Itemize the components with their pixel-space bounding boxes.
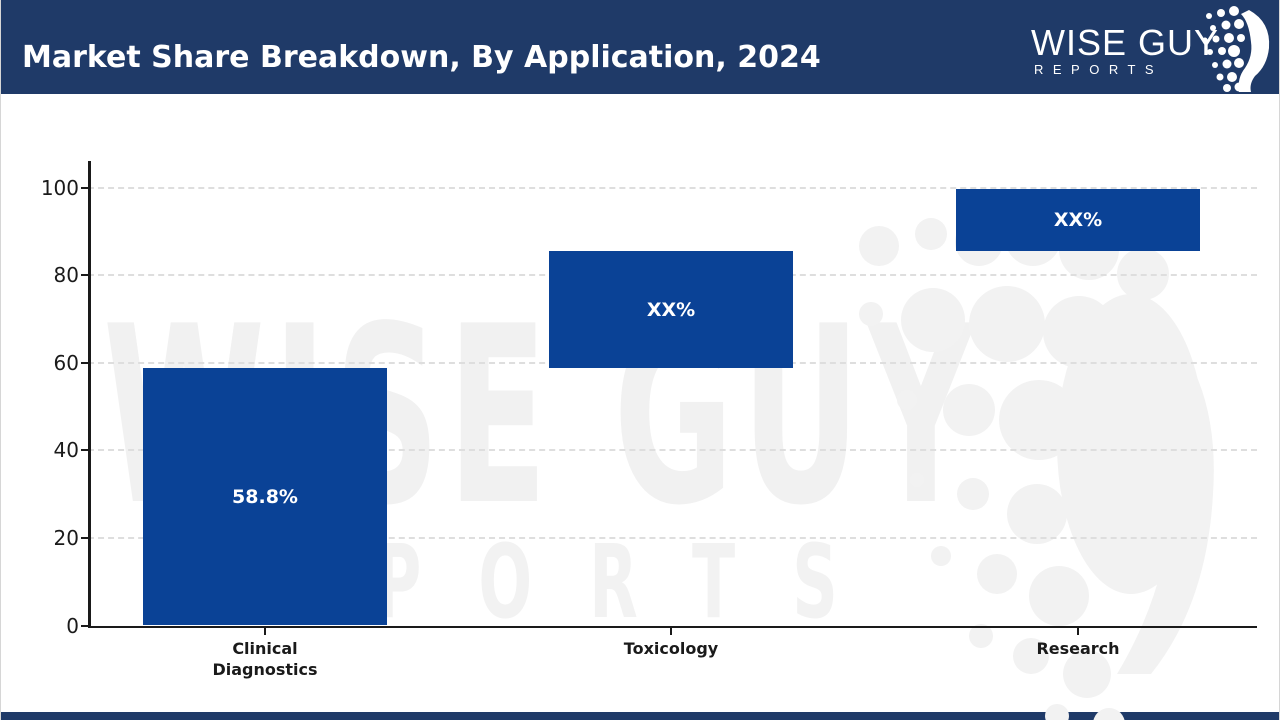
watermark: WISE GUY REPORTS <box>1 94 1279 720</box>
y-tick-80 <box>81 274 88 277</box>
gridline-40 <box>88 449 1257 452</box>
y-axis-line <box>88 161 91 628</box>
x-tick-1 <box>670 628 672 635</box>
x-label-line: Clinical <box>232 639 298 658</box>
x-tick-2 <box>1077 628 1079 635</box>
logo-wordmark: WISE GUY <box>1031 22 1220 63</box>
header-bar: Market Share Breakdown, By Application, … <box>1 0 1279 94</box>
x-label-line: Diagnostics <box>212 660 318 679</box>
bar-value-label: XX% <box>1053 209 1103 232</box>
y-tick-20 <box>81 536 88 539</box>
x-label-line: Research <box>1036 639 1120 658</box>
y-tick-label-20: 20 <box>53 525 79 550</box>
bar-research: XX% <box>956 188 1200 252</box>
logo-head-icon <box>1202 6 1270 92</box>
x-label-research: Research <box>968 638 1188 659</box>
wise-guy-reports-logo: WISE GUY REPORTS <box>1031 0 1271 94</box>
bar-toxicology: XX% <box>549 251 793 368</box>
footer-bar <box>1 712 1279 720</box>
y-tick-label-100: 100 <box>40 175 79 200</box>
gridline-100 <box>88 186 1257 189</box>
y-tick-60 <box>81 361 88 364</box>
y-tick-0 <box>81 624 88 627</box>
gridline-20 <box>88 536 1257 539</box>
x-label-line: Toxicology <box>623 639 719 658</box>
bar-value-label: XX% <box>646 298 696 321</box>
y-tick-label-40: 40 <box>53 438 79 463</box>
y-tick-40 <box>81 449 88 452</box>
y-tick-label-60: 60 <box>53 350 79 375</box>
y-tick-100 <box>81 186 88 189</box>
logo-reports-label: REPORTS <box>1034 62 1164 77</box>
y-tick-label-0: 0 <box>66 613 79 638</box>
bar-value-label: 58.8% <box>232 485 298 508</box>
bar-clinical-diagnostics: 58.8% <box>143 367 387 626</box>
x-label-toxicology: Toxicology <box>561 638 781 659</box>
x-tick-0 <box>264 628 266 635</box>
page-title: Market Share Breakdown, By Application, … <box>22 40 821 75</box>
x-label-clinical-diagnostics: Clinical Diagnostics <box>155 638 375 680</box>
y-tick-label-80: 80 <box>53 263 79 288</box>
x-axis-line <box>88 625 1257 628</box>
